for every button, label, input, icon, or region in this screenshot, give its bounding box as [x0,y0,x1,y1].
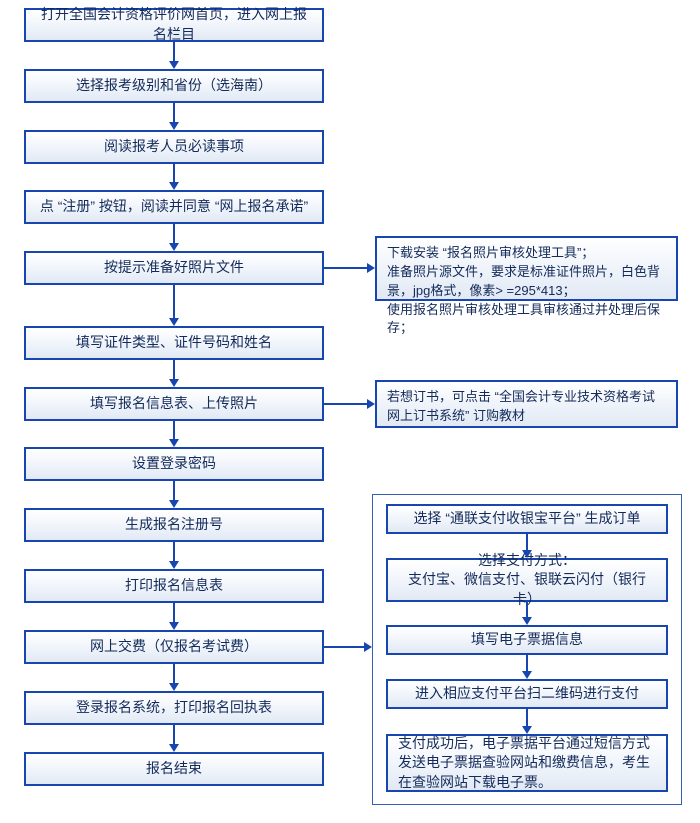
arrow-main [173,42,175,62]
arrow-head [169,744,179,752]
step-label: 填写报名信息表、上传照片 [90,394,258,414]
step-label: 打开全国会计资格评价网首页，进入网上报名栏目 [36,5,312,44]
side-photo-text: 下载安装 “报名照片审核处理工具”； 准备照片源文件，要求是标准证件照片，白色背… [387,245,660,335]
arrow-head [169,439,179,447]
arrow-main [173,664,175,684]
arrow-side [324,646,365,648]
step-7: 填写报名信息表、上传照片 [24,387,324,421]
pay-step-3: 填写电子票据信息 [386,625,668,655]
step-12: 登录报名系统，打印报名回执表 [24,691,324,725]
arrow-main [173,224,175,244]
step-label: 设置登录密码 [132,454,216,474]
pay-label: 选择支付方式： 支付宝、微信支付、银联云闪付（银行卡） [398,551,656,610]
arrow-pay [526,602,528,618]
pay-step-4: 进入相应支付平台扫二维码进行支付 [386,679,668,709]
arrow-head [169,61,179,69]
arrow-head [169,683,179,691]
pay-step-5: 支付成功后，电子票据平台通过短信方式发送电子票据查验网站和缴费信息，考生在查验网… [386,734,668,792]
pay-label: 填写电子票据信息 [471,630,583,650]
step-13: 报名结束 [24,752,324,786]
step-11: 网上交费（仅报名考试费） [24,630,324,664]
pay-label: 支付成功后，电子票据平台通过短信方式发送电子票据查验网站和缴费信息，考生在查验网… [398,734,656,793]
step-label: 报名结束 [146,759,202,779]
pay-step-1: 选择 “通联支付收银宝平台” 生成订单 [386,504,668,534]
arrow-side [324,403,368,405]
step-8: 设置登录密码 [24,447,324,481]
step-6: 填写证件类型、证件号码和姓名 [24,326,324,360]
arrow-head [367,263,375,273]
arrow-main [173,421,175,440]
arrow-main [173,164,175,183]
step-label: 打印报名信息表 [125,576,223,596]
arrow-head [364,642,372,652]
step-label: 生成报名注册号 [125,515,223,535]
step-9: 生成报名注册号 [24,508,324,542]
step-label: 阅读报考人员必读事项 [104,137,244,157]
arrow-main [173,103,175,123]
arrow-pay [526,709,528,727]
step-5: 按提示准备好照片文件 [24,251,324,285]
side-photo-note: 下载安装 “报名照片审核处理工具”； 准备照片源文件，要求是标准证件照片，白色背… [375,236,678,301]
step-3: 阅读报考人员必读事项 [24,130,324,164]
arrow-head [367,399,375,409]
arrow-head [169,622,179,630]
side-book-note: 若想订书，可点击 “全国会计专业技术资格考试网上订书系统” 订购教材 [375,380,678,428]
arrow-head [522,671,532,679]
arrow-pay [526,655,528,672]
side-book-text: 若想订书，可点击 “全国会计专业技术资格考试网上订书系统” 订购教材 [387,389,655,423]
step-label: 登录报名系统，打印报名回执表 [76,698,272,718]
pay-step-2: 选择支付方式： 支付宝、微信支付、银联云闪付（银行卡） [386,558,668,602]
arrow-main [173,603,175,623]
arrow-head [169,561,179,569]
arrow-main [173,285,175,319]
arrow-main [173,725,175,745]
arrow-head [522,550,532,558]
arrow-main [173,542,175,562]
arrow-main [173,360,175,380]
pay-label: 进入相应支付平台扫二维码进行支付 [415,684,639,704]
arrow-head [169,243,179,251]
arrow-main [173,481,175,501]
arrow-head [522,617,532,625]
arrow-head [169,500,179,508]
step-label: 填写证件类型、证件号码和姓名 [76,333,272,353]
arrow-head [522,726,532,734]
step-label: 网上交费（仅报名考试费） [90,637,258,657]
arrow-head [169,122,179,130]
step-10: 打印报名信息表 [24,569,324,603]
step-4: 点 “注册” 按钮，阅读并同意 “网上报名承诺” [24,190,324,224]
arrow-head [169,318,179,326]
arrow-head [169,182,179,190]
step-label: 点 “注册” 按钮，阅读并同意 “网上报名承诺” [40,197,308,217]
arrow-side [324,267,368,269]
pay-label: 选择 “通联支付收银宝平台” 生成订单 [413,509,640,529]
step-label: 按提示准备好照片文件 [104,258,244,278]
arrow-pay [526,534,528,551]
step-label: 选择报考级别和省份（选海南） [76,76,272,96]
arrow-head [169,379,179,387]
step-2: 选择报考级别和省份（选海南） [24,69,324,103]
step-1: 打开全国会计资格评价网首页，进入网上报名栏目 [24,8,324,42]
